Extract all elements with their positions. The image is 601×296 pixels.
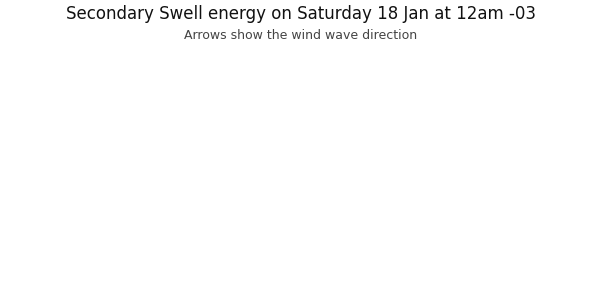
Text: cartopy required: cartopy required bbox=[243, 164, 358, 178]
Text: Secondary Swell energy on Saturday 18 Jan at 12am -03: Secondary Swell energy on Saturday 18 Ja… bbox=[66, 5, 535, 23]
Text: Arrows show the wind wave direction: Arrows show the wind wave direction bbox=[184, 29, 417, 42]
